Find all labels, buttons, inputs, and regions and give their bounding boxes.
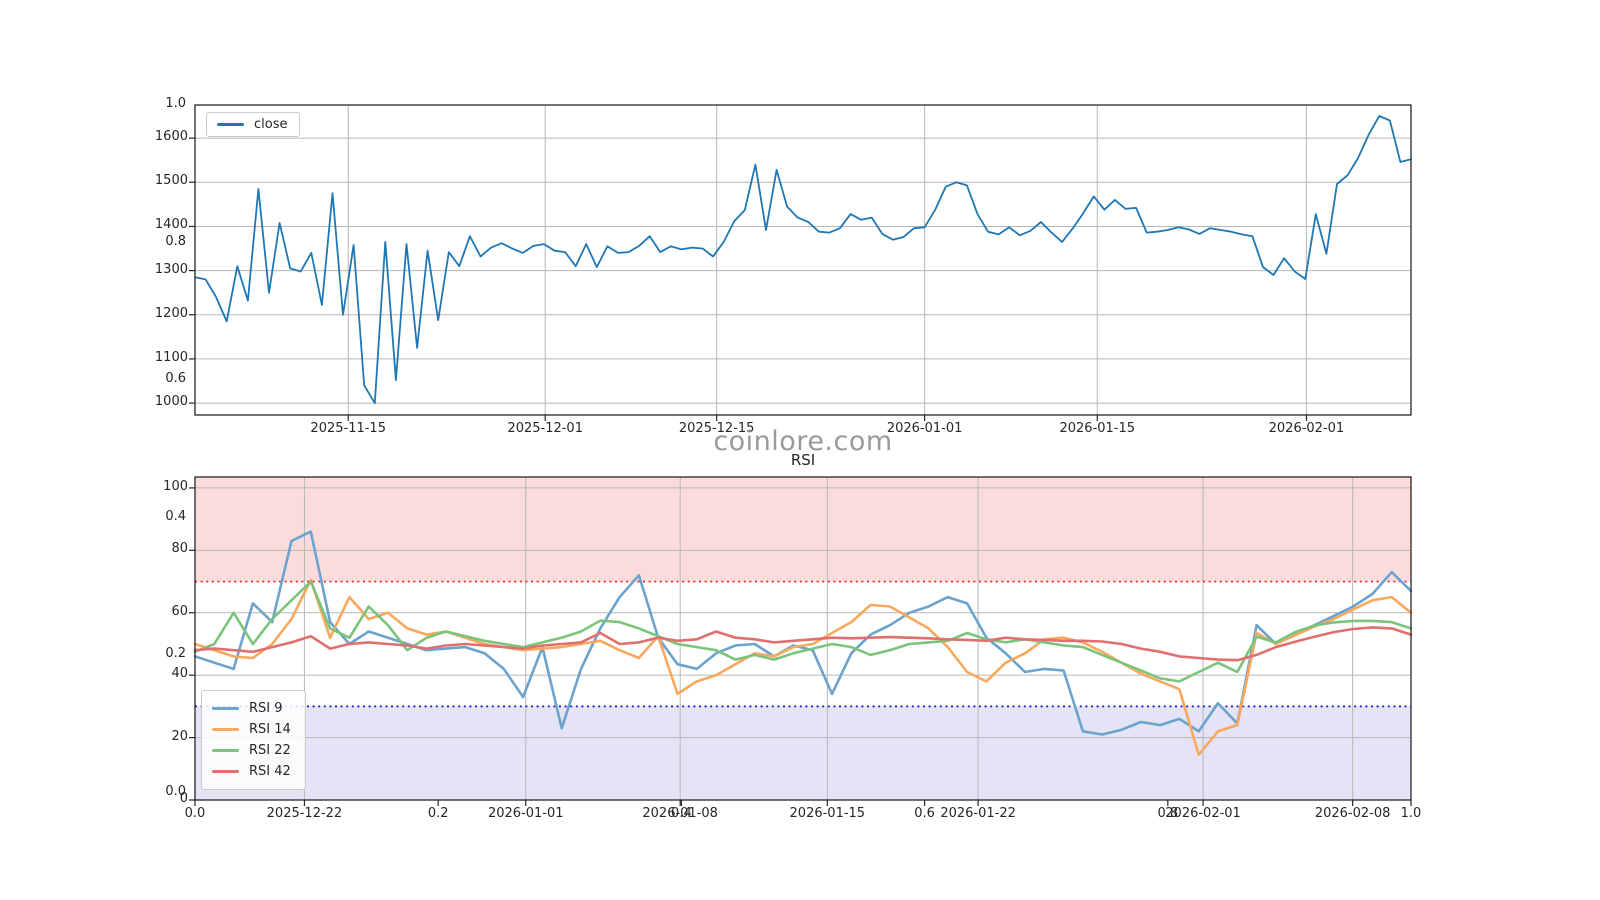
overlay-ytick-label: 0.2 [165, 646, 186, 661]
price-ytick-label: 1500 [154, 173, 188, 189]
rsi-date-tick-label: 2026-01-22 [940, 806, 1016, 821]
rsi22-legend-label: RSI 22 [249, 743, 291, 758]
rsi9-swatch [212, 706, 239, 711]
overlay-xtick-label: 0.6 [914, 806, 935, 821]
rsi-ytick-label: 40 [171, 666, 188, 682]
price-ytick-label: 1400 [154, 217, 188, 233]
oversold-band [195, 706, 1411, 800]
rsi-chart [189, 476, 1413, 806]
overlay-xtick-label: 0.4 [671, 806, 692, 821]
legend-row-rsi9: RSI 9 [212, 698, 291, 719]
rsi-ytick-label: 100 [163, 478, 188, 494]
price-date-tick-label: 2025-12-15 [678, 421, 755, 436]
overlay-ytick-label: 0.6 [165, 371, 186, 386]
overlay-ytick-label: 0.4 [165, 508, 186, 524]
rsi14-legend-label: RSI 14 [249, 722, 291, 737]
rsi-ytick-label: 20 [171, 728, 188, 744]
price-date-tick-label: 2025-11-15 [310, 421, 386, 436]
overlay-xtick-label: 1.0 [1400, 806, 1422, 821]
rsi-ytick-label: 0 [179, 791, 188, 806]
rsi14-swatch [212, 727, 239, 732]
rsi-chart-title: RSI [790, 451, 816, 469]
legend-row-rsi22: RSI 22 [212, 740, 291, 761]
price-ytick-label: 1100 [154, 349, 188, 365]
rsi42-legend-label: RSI 42 [249, 764, 291, 779]
close-line-swatch [217, 122, 244, 127]
price-date-tick-label: 2025-12-01 [507, 421, 583, 436]
rsi-ytick-label: 80 [171, 541, 188, 557]
rsi9-legend-label: RSI 9 [249, 701, 283, 716]
overlay-ytick-label: 1.0 [165, 96, 186, 111]
rsi-date-tick-label: 2026-01-01 [487, 806, 564, 821]
rsi42-swatch [212, 769, 239, 774]
watermark: coinlore.com [713, 426, 893, 457]
legend-row-rsi42: RSI 42 [212, 761, 291, 782]
overlay-xtick-label: 0.2 [427, 806, 449, 821]
price-ytick-label: 1300 [154, 261, 188, 277]
price-ytick-label: 1000 [154, 394, 188, 410]
overlay-ytick-label: 0.0 [165, 783, 186, 799]
price-date-tick-label: 2026-01-15 [1059, 421, 1136, 436]
rsi22-swatch [212, 748, 239, 753]
price-chart [189, 104, 1412, 421]
overlay-ytick-label: 0.8 [165, 233, 186, 249]
rsi-date-tick-label: 2026-02-01 [1165, 806, 1241, 821]
rsi-date-tick-label: 2026-02-08 [1314, 806, 1391, 821]
price-date-tick-label: 2026-02-01 [1268, 421, 1345, 436]
rsi-ytick-label: 60 [171, 603, 188, 619]
legend-row-rsi14: RSI 14 [212, 719, 291, 740]
overbought-band [195, 477, 1411, 582]
close-legend-label: close [254, 117, 288, 132]
rsi-legend: RSI 9 RSI 14 RSI 22 RSI 42 [201, 690, 306, 790]
rsi-date-tick-label: 2025-12-22 [266, 806, 343, 821]
rsi-date-tick-label: 2026-01-15 [789, 806, 866, 821]
price-ytick-label: 1200 [154, 305, 188, 321]
overlay-xtick-label: 0.0 [184, 806, 206, 821]
overlay-xtick-label: 0.8 [1157, 806, 1179, 821]
rsi-date-tick-label: 2026-01-08 [642, 806, 718, 821]
price-legend: close [206, 112, 301, 137]
price-ytick-label: 1600 [154, 129, 188, 145]
price-date-tick-label: 2026-01-01 [886, 421, 963, 436]
